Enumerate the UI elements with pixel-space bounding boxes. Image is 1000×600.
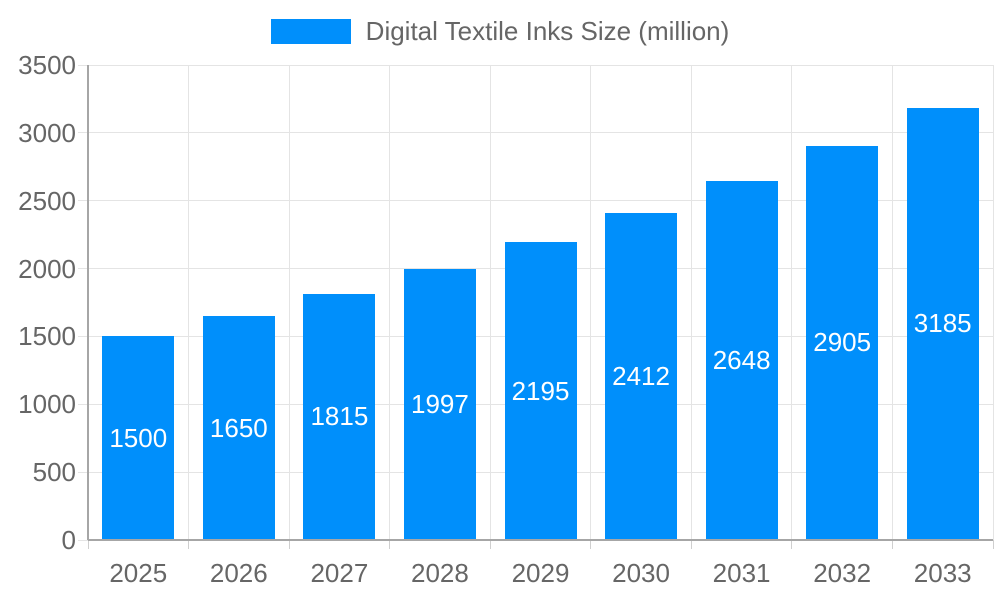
y-tick-label: 500	[32, 457, 76, 488]
bar-value-label: 1997	[411, 388, 469, 419]
x-tick-mark	[690, 540, 692, 549]
bar: 1650	[202, 316, 275, 540]
x-axis-label: 2025	[109, 558, 168, 588]
bar-value-label: 1500	[109, 422, 168, 453]
bar: 3185	[906, 107, 979, 540]
x-tick-mark	[389, 540, 391, 549]
y-tick-label: 2000	[18, 253, 76, 284]
v-gridline	[791, 65, 793, 540]
bar: 2195	[504, 242, 577, 540]
y-tick-mark	[78, 403, 88, 405]
v-gridline	[389, 65, 391, 540]
x-tick-mark	[791, 540, 793, 549]
y-tick-mark	[78, 132, 88, 134]
v-gridline	[690, 65, 692, 540]
plot-area: 0 500 1000 1500 2000 2500 3000 3500 1500 1650 1815…	[18, 50, 994, 588]
y-tick-mark	[78, 268, 88, 270]
bar-value-label: 2648	[712, 344, 771, 375]
v-gridline	[992, 65, 994, 540]
x-tick-mark	[891, 540, 893, 549]
x-axis-label: 2029	[511, 558, 570, 588]
x-axis-label: 2027	[310, 558, 369, 588]
x-axis-label: 2026	[209, 558, 268, 588]
y-tick-label: 1000	[18, 389, 76, 420]
legend[interactable]: Digital Textile Inks Size (million)	[0, 14, 1000, 48]
bar: 2412	[605, 212, 678, 540]
x-axis-label: 2033	[913, 558, 972, 588]
x-axis-label: 2028	[411, 558, 469, 588]
x-tick-mark	[489, 540, 491, 549]
y-tick-mark	[78, 200, 88, 202]
series-color-swatch-icon	[270, 18, 351, 44]
v-gridline	[590, 65, 592, 540]
x-tick-mark	[992, 540, 994, 549]
bar-value-label: 1815	[310, 401, 369, 432]
bar: 2648	[705, 180, 778, 540]
h-gridline	[88, 200, 993, 202]
v-gridline	[288, 65, 290, 540]
y-axis-line	[87, 65, 89, 540]
bar-value-label: 2905	[813, 327, 872, 358]
bar-value-label: 3185	[913, 308, 972, 339]
x-tick-mark	[288, 540, 290, 549]
x-axis-label: 2032	[813, 558, 872, 588]
x-axis-label: 2030	[612, 558, 670, 588]
bar: 1500	[102, 336, 175, 540]
y-tick-label: 0	[61, 525, 76, 555]
h-gridline	[88, 132, 993, 134]
v-gridline	[891, 65, 893, 540]
bar-value-label: 2195	[511, 375, 570, 406]
bar-value-label: 1650	[209, 412, 268, 443]
y-tick-mark	[78, 539, 88, 541]
bar: 1997	[403, 268, 476, 540]
x-axis-line	[88, 539, 993, 541]
y-tick-mark	[78, 335, 88, 337]
h-gridline	[88, 64, 993, 66]
y-tick-label: 2500	[18, 185, 76, 216]
x-tick-mark	[87, 540, 89, 549]
y-tick-label: 3500	[18, 50, 76, 80]
bar: 1815	[303, 293, 376, 540]
y-tick-mark	[78, 471, 88, 473]
y-tick-label: 1500	[18, 321, 76, 352]
legend-label: Digital Textile Inks Size (million)	[365, 15, 730, 46]
x-tick-mark	[188, 540, 190, 549]
v-gridline	[188, 65, 190, 540]
x-tick-mark	[590, 540, 592, 549]
y-tick-label: 3000	[18, 117, 76, 148]
v-gridline	[489, 65, 491, 540]
y-tick-mark	[78, 64, 88, 66]
bar: 2905	[806, 145, 879, 540]
x-axis-label: 2031	[712, 558, 771, 588]
bar-value-label: 2412	[612, 360, 670, 391]
